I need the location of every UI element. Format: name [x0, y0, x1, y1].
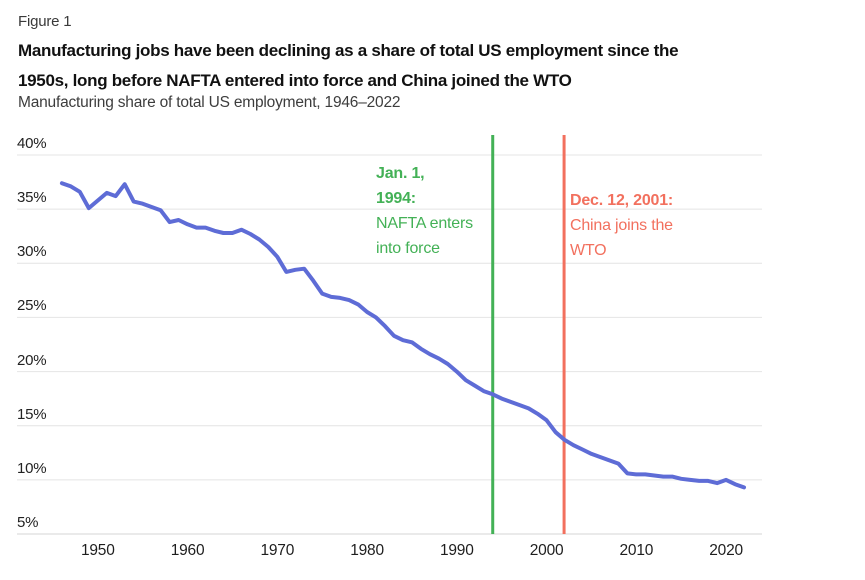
wto-annotation-date-line: Dec. 12, 2001:	[570, 192, 674, 209]
manufacturing-share-line	[59, 181, 746, 490]
wto-annotation-text-line-1: China joins the	[570, 217, 673, 234]
nafta-annotation: Jan. 1, 1994: NAFTA enters into force	[376, 161, 473, 261]
x-axis-tick-label: 2000	[529, 542, 564, 559]
x-axis-tick-label: 1990	[439, 542, 474, 559]
y-axis-tick-label: 25%	[17, 297, 47, 315]
x-axis-tick-label: 2010	[619, 542, 654, 559]
x-axis-tick-label: 1980	[350, 542, 384, 559]
nafta-annotation-text-line-2: into force	[376, 240, 440, 257]
wto-annotation: Dec. 12, 2001: China joins the WTO	[570, 188, 673, 263]
x-axis-tick-label: 1950	[80, 542, 115, 559]
x-axis-tick-label: 1970	[260, 542, 295, 559]
y-axis-tick-label: 15%	[17, 405, 47, 423]
x-axis-tick-label: 1960	[170, 542, 205, 559]
x-axis-tick-label: 2020	[709, 542, 743, 559]
y-axis-tick-label: 20%	[17, 351, 47, 369]
wto-annotation-text-line-2: WTO	[570, 242, 607, 259]
y-axis-tick-label: 5%	[17, 514, 39, 531]
nafta-annotation-date-line-2: 1994:	[376, 190, 416, 207]
figure-label: Figure 1	[18, 13, 72, 30]
chart-subtitle: Manufacturing share of total US employme…	[18, 94, 401, 111]
y-axis-tick-label: 30%	[17, 243, 47, 261]
y-axis-tick-label: 40%	[17, 135, 47, 152]
nafta-annotation-text-line-1: NAFTA enters	[376, 215, 473, 232]
gridlines	[17, 154, 762, 535]
y-axis-tick-label: 35%	[17, 189, 47, 207]
chart-title-line-1: Manufacturing jobs have been declining a…	[18, 41, 679, 60]
nafta-annotation-date-line-1: Jan. 1,	[376, 165, 425, 182]
y-axis-tick-label: 10%	[17, 459, 47, 477]
chart-title-line-2: 1950s, long before NAFTA entered into fo…	[18, 71, 572, 90]
chart-title: Manufacturing jobs have been declining a…	[18, 36, 679, 96]
